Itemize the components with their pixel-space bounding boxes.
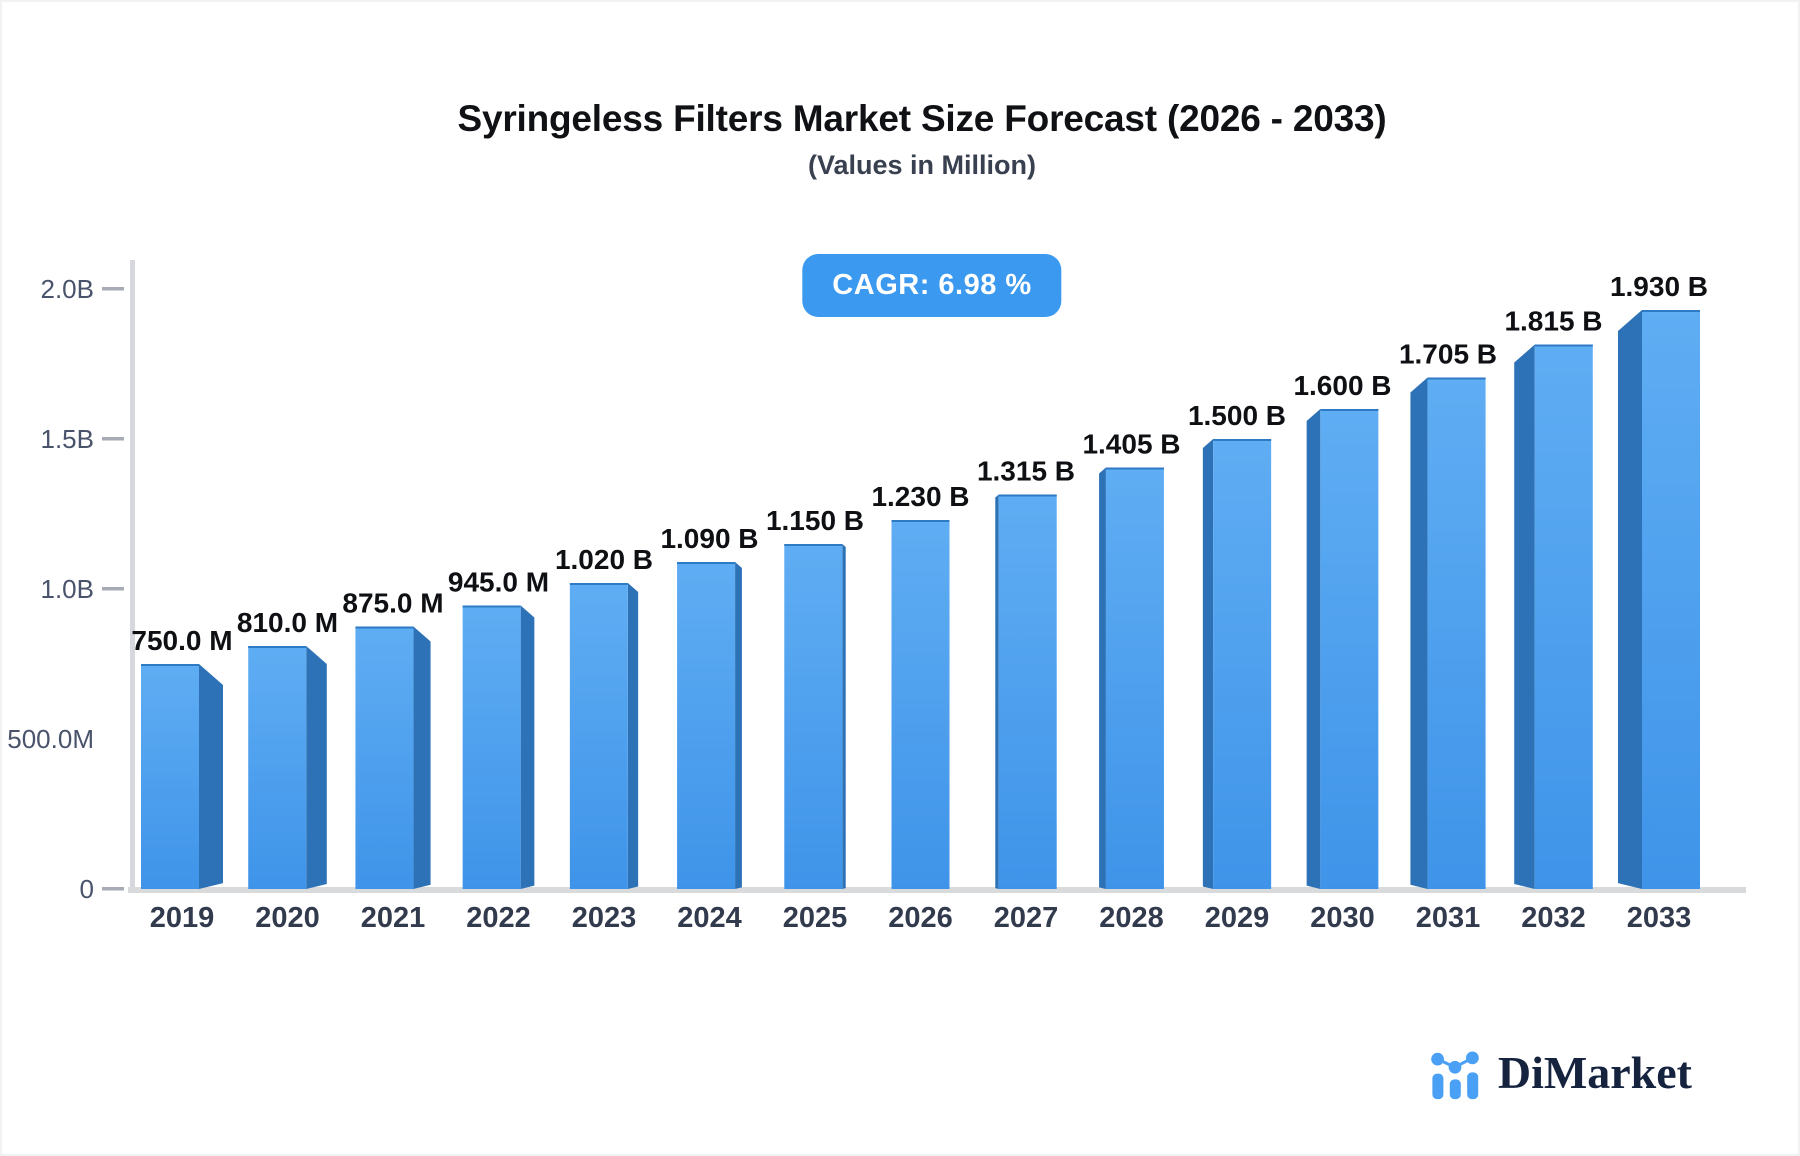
dimarket-logo-text: DiMarket (1497, 1047, 1692, 1098)
bar-2022 (462, 605, 521, 889)
bar-2032 (1534, 344, 1593, 889)
x-label-2020: 2020 (255, 902, 320, 934)
mini-bar-chart-icon (1431, 1051, 1479, 1100)
y-axis-line (130, 260, 135, 892)
bar-side-2028 (1099, 467, 1106, 889)
chart-subtitle: (Values in Million) (807, 150, 1037, 180)
bar-value-label-2030: 1.600 B (1293, 370, 1391, 401)
x-label-2027: 2027 (994, 902, 1059, 934)
bar-side-2023 (627, 583, 639, 889)
x-label-2025: 2025 (783, 902, 848, 934)
y-tick-dash-0 (102, 887, 124, 891)
bar-2024 (677, 562, 736, 889)
x-label-2024: 2024 (677, 902, 742, 934)
bar-2028 (1105, 467, 1164, 889)
bar-side-2031 (1410, 377, 1428, 889)
x-label-2028: 2028 (1099, 902, 1164, 934)
bar-side-2024 (735, 562, 742, 889)
bar-value-label-2023: 1.020 B (555, 544, 653, 575)
bar-side-2033 (1618, 310, 1642, 889)
x-label-2026: 2026 (888, 902, 953, 934)
bar-value-label-2029: 1.500 B (1188, 400, 1286, 431)
bar-value-label-2026: 1.230 B (871, 481, 969, 512)
bar-2026 (891, 520, 950, 889)
bar-2027 (998, 494, 1057, 889)
bar-2029 (1213, 439, 1272, 889)
bar-side-2030 (1306, 409, 1321, 889)
bar-2020 (248, 646, 307, 889)
y-tick-dash-1.5B (102, 437, 124, 441)
bar-side-2032 (1514, 344, 1535, 889)
bar-2030 (1320, 409, 1379, 889)
bar-value-label-2021: 875.0 M (342, 588, 443, 619)
bar-2019 (141, 664, 199, 889)
x-label-2033: 2033 (1627, 902, 1692, 934)
y-tick-label-1.0B: 1.0B (41, 574, 95, 604)
bar-side-2022 (520, 605, 535, 889)
x-label-2022: 2022 (466, 902, 531, 934)
x-label-2032: 2032 (1521, 902, 1586, 934)
bar-2021 (355, 626, 414, 889)
x-label-2029: 2029 (1205, 902, 1270, 934)
bar-side-2021 (413, 626, 431, 889)
bar-value-label-2022: 945.0 M (448, 567, 549, 598)
bar-value-label-2031: 1.705 B (1399, 339, 1497, 370)
bar-value-label-2033: 1.930 B (1610, 271, 1708, 302)
x-label-2030: 2030 (1310, 902, 1375, 934)
y-tick-dash-2.0B (102, 287, 124, 291)
bar-side-2029 (1202, 439, 1214, 889)
chart-title: Syringeless Filters Market Size Forecast… (457, 98, 1387, 139)
bar-side-2025 (842, 544, 846, 889)
y-tick-dash-1.0B (102, 587, 124, 591)
bar-side-2019 (199, 664, 223, 889)
bar-value-label-2024: 1.090 B (660, 523, 758, 554)
dimarket-logo: DiMarket (1426, 1044, 1692, 1102)
x-label-2031: 2031 (1416, 902, 1481, 934)
cagr-badge: CAGR: 6.98 % (802, 254, 1062, 317)
y-tick-label-500.0M: 500.0M (7, 724, 94, 754)
bar-value-label-2019: 750.0 M (131, 625, 232, 656)
x-label-2021: 2021 (361, 902, 426, 934)
bar-value-label-2032: 1.815 B (1504, 306, 1602, 337)
bar-value-label-2020: 810.0 M (237, 607, 338, 638)
bar-2023 (569, 583, 628, 889)
bar-2033 (1642, 310, 1700, 889)
x-label-2023: 2023 (572, 902, 637, 934)
bar-2031 (1427, 377, 1486, 889)
bar-side-2027 (995, 494, 999, 889)
bar-value-label-2025: 1.150 B (766, 505, 864, 536)
bar-2025 (784, 544, 843, 889)
x-label-2019: 2019 (150, 902, 215, 934)
x-axis-baseline (128, 887, 1746, 893)
y-tick-label-2.0B: 2.0B (41, 274, 95, 304)
y-tick-label-0: 0 (80, 874, 94, 904)
bar-side-2020 (306, 646, 327, 889)
y-tick-label-1.5B: 1.5B (41, 424, 95, 454)
bar-value-label-2028: 1.405 B (1082, 429, 1180, 460)
bar-value-label-2027: 1.315 B (977, 456, 1075, 487)
